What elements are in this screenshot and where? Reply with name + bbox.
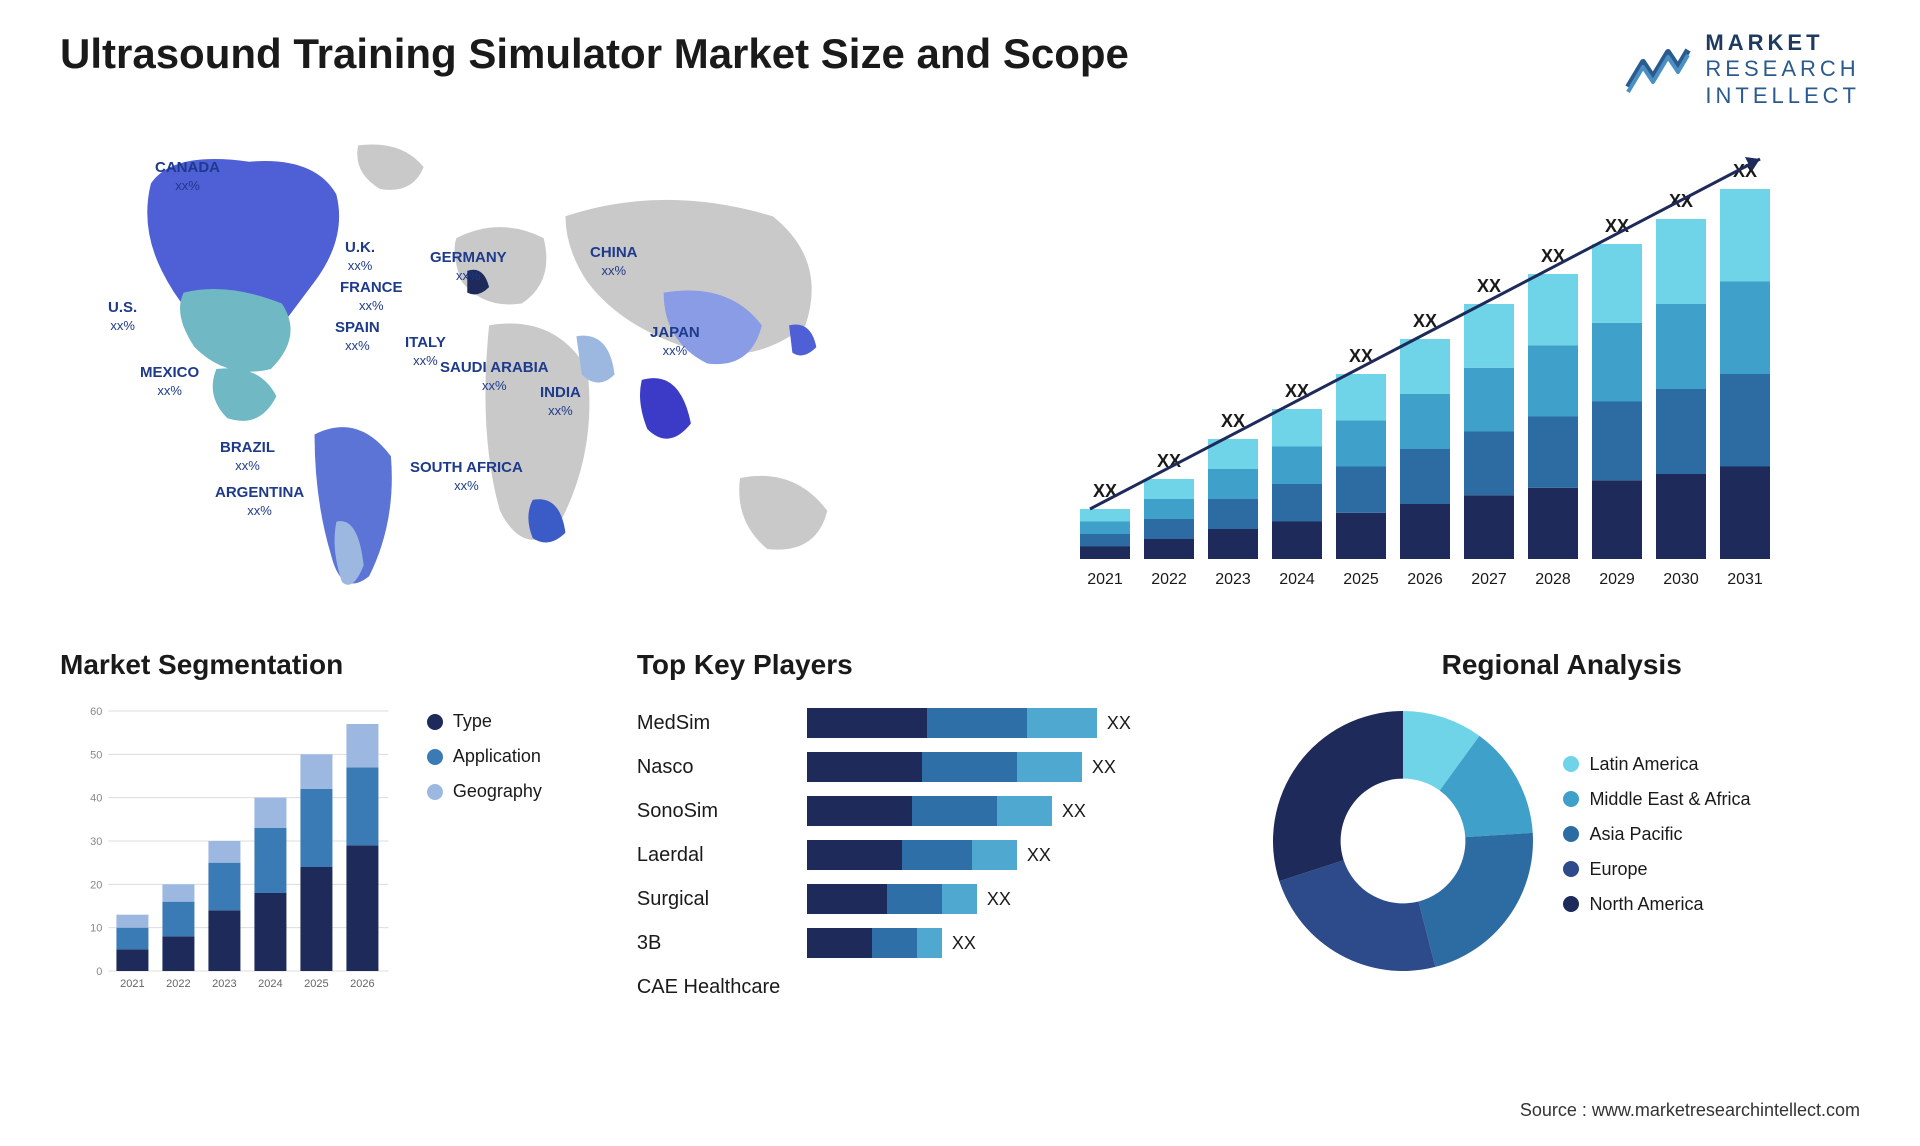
map-label: BRAZILxx% <box>220 439 275 475</box>
source-text: Source : www.marketresearchintellect.com <box>1520 1100 1860 1121</box>
map-label: INDIAxx% <box>540 384 581 420</box>
map-label: CANADAxx% <box>155 159 220 195</box>
svg-text:2023: 2023 <box>1215 571 1251 588</box>
player-row: XX <box>807 789 1234 833</box>
svg-text:2025: 2025 <box>304 978 328 990</box>
logo-icon <box>1623 42 1693 97</box>
svg-text:2025: 2025 <box>1343 571 1379 588</box>
svg-text:2026: 2026 <box>1407 571 1443 588</box>
growth-chart-svg: XX2021XX2022XX2023XX2024XX2025XX2026XX20… <box>980 139 1860 599</box>
svg-text:2021: 2021 <box>1087 571 1123 588</box>
players-bars: XXXXXXXXXXXX <box>807 701 1234 1009</box>
svg-text:2022: 2022 <box>166 978 190 990</box>
map-label: ARGENTINAxx% <box>215 484 304 520</box>
svg-text:30: 30 <box>90 836 102 848</box>
legend-item: Application <box>427 746 607 767</box>
donut-svg <box>1263 701 1543 981</box>
regional-legend: Latin America Middle East & Africa Asia Pa… <box>1563 754 1860 929</box>
header: Ultrasound Training Simulator Market Siz… <box>60 30 1860 109</box>
segmentation-title: Market Segmentation <box>60 649 607 681</box>
legend-item: Asia Pacific <box>1563 824 1860 845</box>
svg-text:2024: 2024 <box>258 978 282 990</box>
map-label: CHINAxx% <box>590 244 638 280</box>
svg-text:10: 10 <box>90 923 102 935</box>
svg-text:2030: 2030 <box>1663 571 1699 588</box>
player-row <box>807 965 1234 1009</box>
regional-title: Regional Analysis <box>1263 649 1860 681</box>
svg-text:2027: 2027 <box>1471 571 1507 588</box>
map-label: GERMANYxx% <box>430 249 507 285</box>
top-row: CANADAxx% U.S.xx%MEXICOxx% BRAZILxx% ARGENT… <box>60 129 1860 609</box>
svg-text:2021: 2021 <box>120 978 144 990</box>
players-panel: Top Key Players MedSimNascoSonoSimLaerda… <box>637 649 1234 1009</box>
player-label: MedSim <box>637 701 797 745</box>
bottom-row: Market Segmentation 0 10 20 30 40 50 60 2021 20… <box>60 649 1860 1009</box>
svg-text:60: 60 <box>90 706 102 718</box>
legend-item: Geography <box>427 781 607 802</box>
svg-text:2028: 2028 <box>1535 571 1571 588</box>
map-label: U.S.xx% <box>108 299 137 335</box>
map-label: JAPANxx% <box>650 324 700 360</box>
svg-text:XX: XX <box>1221 411 1245 431</box>
svg-text:2024: 2024 <box>1279 571 1315 588</box>
map-label: SOUTH AFRICAxx% <box>410 459 523 495</box>
growth-chart-panel: XX2021XX2022XX2023XX2024XX2025XX2026XX20… <box>980 129 1860 609</box>
map-label: SPAINxx% <box>335 319 380 355</box>
map-label: FRANCExx% <box>340 279 403 315</box>
legend-item: Type <box>427 711 607 732</box>
logo: MARKET RESEARCH INTELLECT <box>1623 30 1860 109</box>
segmentation-svg: 0 10 20 30 40 50 60 2021 2022 2023 2024 2025 2026 <box>60 701 407 1001</box>
world-map-panel: CANADAxx% U.S.xx%MEXICOxx% BRAZILxx% ARGENT… <box>60 129 940 609</box>
svg-text:2029: 2029 <box>1599 571 1635 588</box>
svg-text:50: 50 <box>90 750 102 762</box>
player-row: XX <box>807 921 1234 965</box>
legend-item: Latin America <box>1563 754 1860 775</box>
legend-item: Middle East & Africa <box>1563 789 1860 810</box>
player-row: XX <box>807 833 1234 877</box>
svg-text:2022: 2022 <box>1151 571 1187 588</box>
segmentation-panel: Market Segmentation 0 10 20 30 40 50 60 2021 20… <box>60 649 607 1009</box>
svg-text:20: 20 <box>90 880 102 892</box>
legend-item: North America <box>1563 894 1860 915</box>
regional-panel: Regional Analysis Latin America Middle Ea… <box>1263 649 1860 1009</box>
player-label: CAE Healthcare <box>637 965 797 1009</box>
svg-text:40: 40 <box>90 793 102 805</box>
segmentation-chart: 0 10 20 30 40 50 60 2021 2022 2023 2024 2025 2026 <box>60 701 407 1006</box>
svg-text:2031: 2031 <box>1727 571 1763 588</box>
segmentation-legend: Type Application Geography <box>427 701 607 1006</box>
page-title: Ultrasound Training Simulator Market Siz… <box>60 30 1129 78</box>
legend-item: Europe <box>1563 859 1860 880</box>
map-label: MEXICOxx% <box>140 364 199 400</box>
player-label: SonoSim <box>637 789 797 833</box>
player-label: Surgical <box>637 877 797 921</box>
svg-text:2026: 2026 <box>350 978 374 990</box>
player-row: XX <box>807 877 1234 921</box>
players-labels: MedSimNascoSonoSimLaerdalSurgical3BCAE H… <box>637 701 797 1009</box>
logo-text: MARKET RESEARCH INTELLECT <box>1705 30 1860 109</box>
svg-text:2023: 2023 <box>212 978 236 990</box>
player-label: Laerdal <box>637 833 797 877</box>
map-label: SAUDI ARABIAxx% <box>440 359 549 395</box>
svg-text:XX: XX <box>1477 276 1501 296</box>
player-row: XX <box>807 701 1234 745</box>
player-label: Nasco <box>637 745 797 789</box>
player-label: 3B <box>637 921 797 965</box>
donut-chart <box>1263 701 1543 981</box>
players-title: Top Key Players <box>637 649 1234 681</box>
player-row: XX <box>807 745 1234 789</box>
map-label: U.K.xx% <box>345 239 375 275</box>
svg-text:0: 0 <box>96 966 102 978</box>
